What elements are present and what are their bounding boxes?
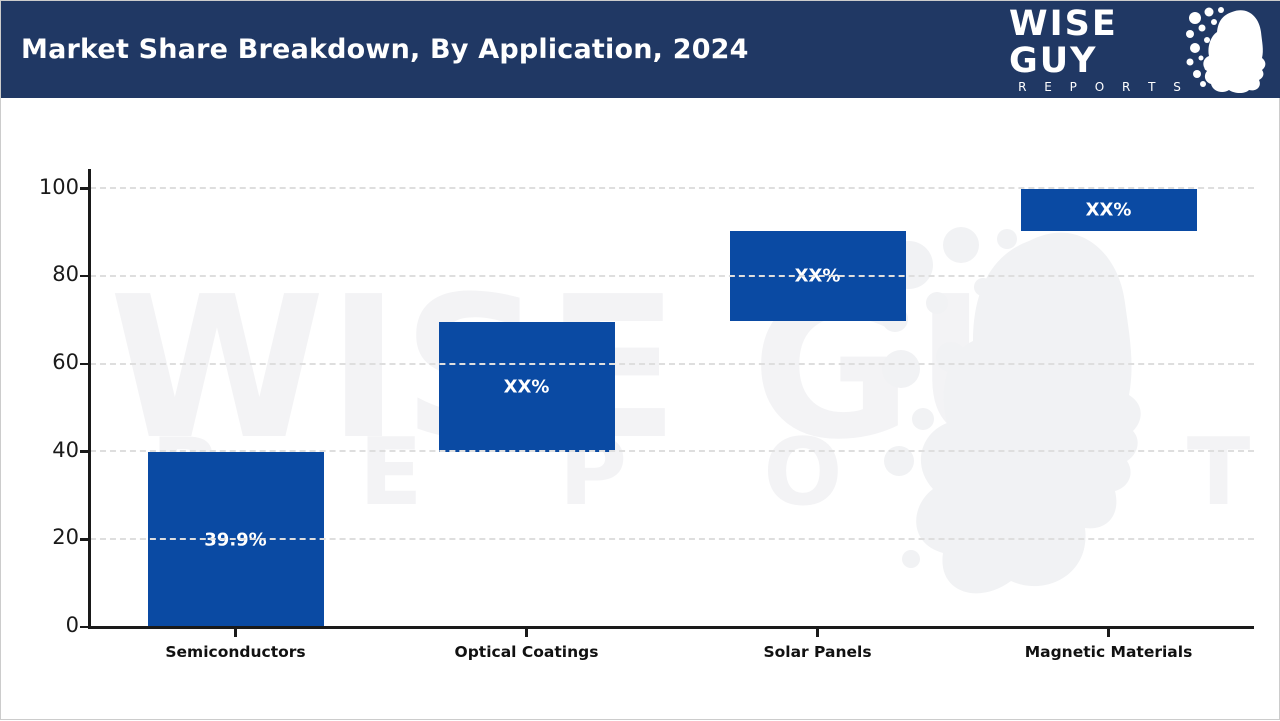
y-tick-20	[80, 538, 89, 541]
watermark-head-icon	[882, 227, 1141, 594]
brand-logo: WISE GUY R E P O R T S	[1009, 5, 1271, 95]
gridline-40	[90, 450, 1254, 453]
y-tick-label-60: 60	[52, 349, 79, 374]
bar-magnetic-materials: XX%	[1020, 188, 1197, 231]
brand-logo-text: WISE GUY R E P O R T S	[1009, 3, 1191, 95]
brand-name: WISE GUY	[1009, 3, 1118, 81]
y-axis-spine	[88, 169, 91, 629]
x-category-label: Magnetic Materials	[1024, 643, 1193, 661]
chart-plot-area: 0 20 40 60 80 100 39.9% Semiconductors XX% Optica…	[1, 98, 1280, 721]
y-tick-label-20: 20	[52, 525, 79, 550]
x-tick-4	[1107, 628, 1110, 637]
x-tick-1	[234, 628, 237, 637]
bar-value-label: XX%	[503, 376, 550, 398]
gridline-80	[90, 274, 1254, 277]
y-tick-100	[80, 187, 89, 190]
x-category-label: Semiconductors	[165, 643, 306, 661]
y-tick-label-80: 80	[52, 262, 79, 287]
dotted-head-profile-icon	[1186, 7, 1266, 94]
brand-subname: R E P O R T S	[1018, 80, 1188, 95]
y-tick-80	[80, 274, 89, 278]
y-tick-label-40: 40	[52, 437, 79, 462]
y-tick-40	[80, 450, 89, 453]
gridline-60	[90, 362, 1254, 365]
x-tick-2	[525, 628, 528, 637]
y-tick-label-0: 0	[65, 613, 79, 637]
gridline-100	[90, 187, 1254, 190]
y-tick-60	[80, 362, 89, 366]
page-title: Market Share Breakdown, By Application, …	[21, 34, 749, 65]
y-tick-0	[80, 625, 89, 629]
x-axis-spine	[88, 626, 1254, 629]
x-category-label: Solar Panels	[763, 643, 872, 661]
x-category-label: Optical Coatings	[454, 643, 599, 661]
bar-value-label: XX%	[1085, 199, 1132, 221]
header-bar: Market Share Breakdown, By Application, …	[1, 1, 1280, 98]
bar-optical-coatings: XX%	[438, 322, 615, 453]
gridline-20	[90, 538, 1254, 541]
y-tick-label-100: 100	[38, 174, 79, 199]
x-tick-3	[816, 628, 819, 637]
